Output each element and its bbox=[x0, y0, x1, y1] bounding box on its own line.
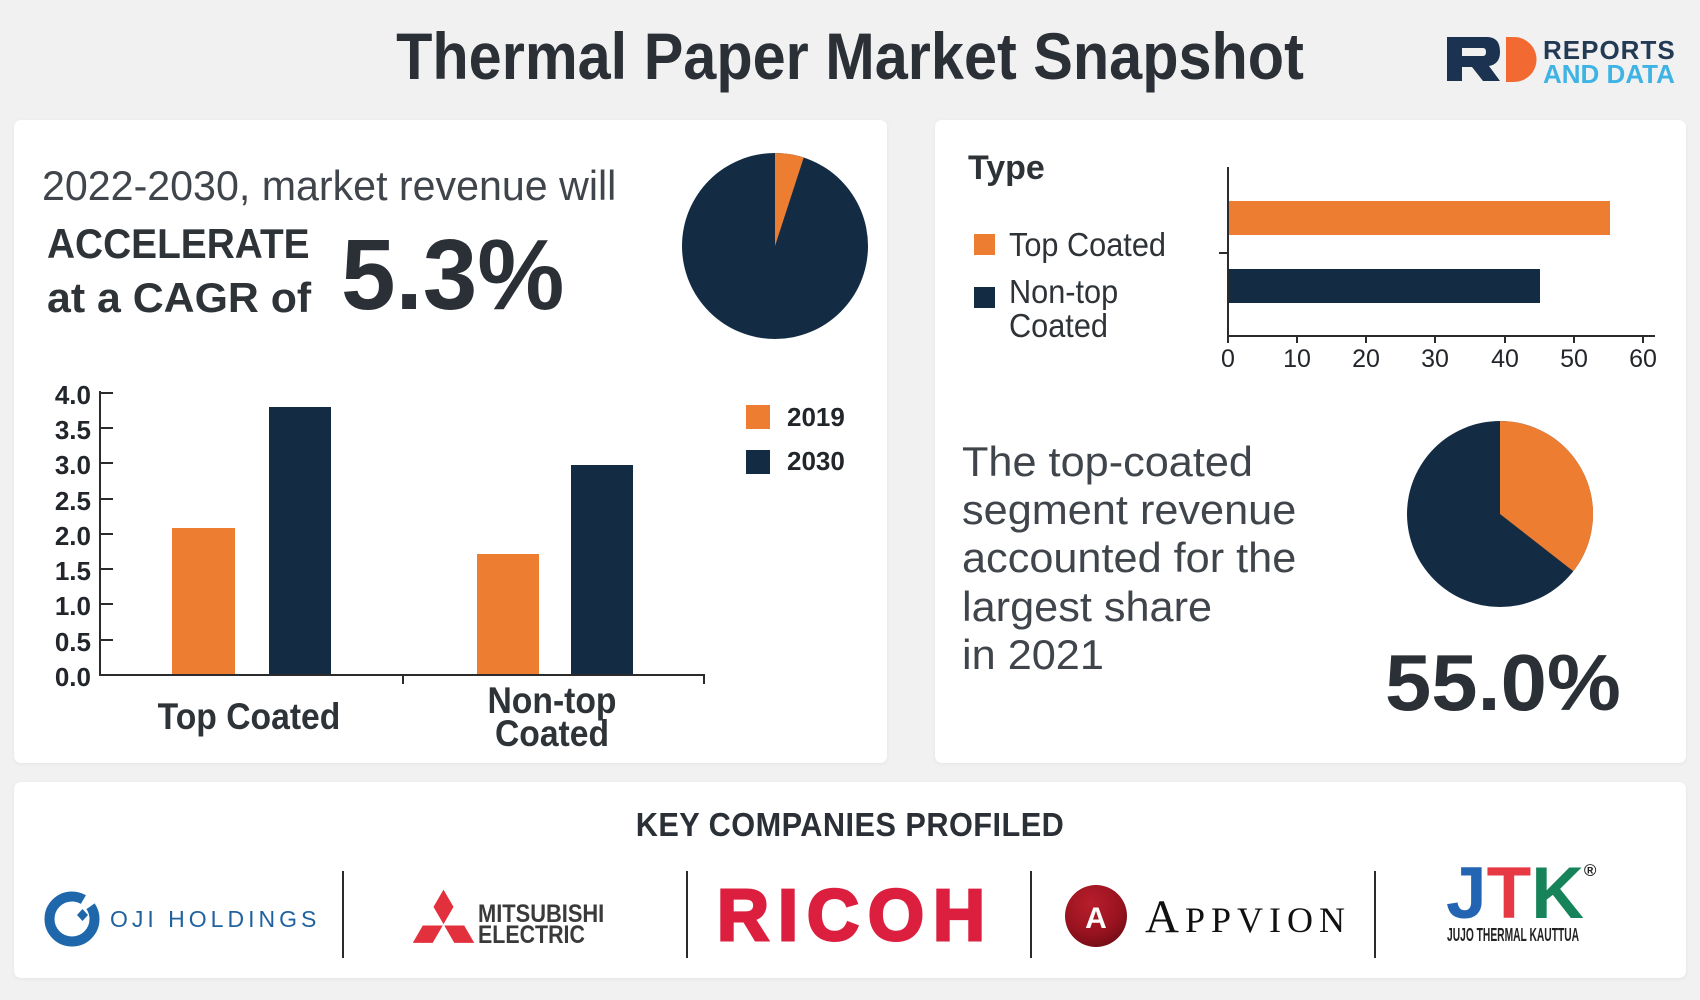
svg-text:A: A bbox=[1085, 902, 1107, 935]
